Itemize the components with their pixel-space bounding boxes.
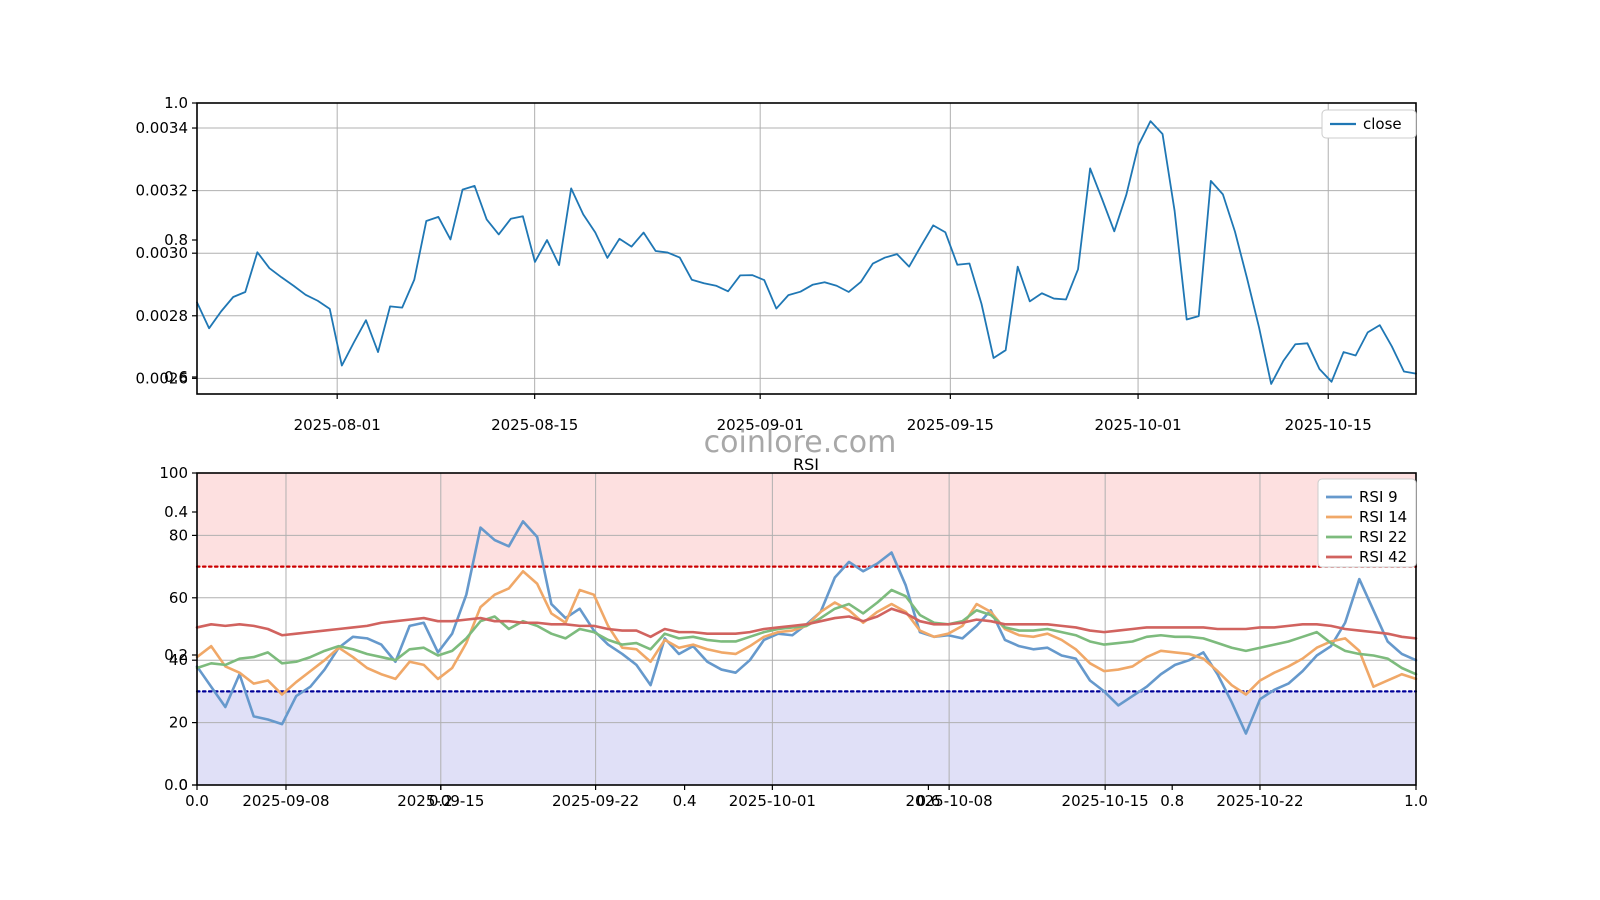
price-x-tick-label: 2025-09-01 — [717, 416, 804, 434]
rsi-x-axis-ticks: 2025-09-08 2025-09-15 2025-09-22 2025-10-01… — [242, 785, 1304, 810]
price-panel: 0.0026 0.0028 0.0030 0.0032 0.0034 0.6 0.8 1.0… — [136, 94, 1417, 434]
price-legend-label-close: close — [1363, 115, 1402, 133]
rsi-x-tick-label: 2025-09-08 — [242, 792, 329, 810]
price-legend-box — [1321, 109, 1417, 139]
watermark: coinlore.com — [704, 425, 897, 460]
rsi-line-rsi-42 — [195, 607, 1418, 640]
price-x-tick-label: 2025-08-01 — [294, 416, 381, 434]
price-legend[interactable]: close — [1321, 109, 1417, 139]
rsi-threshold-lines — [195, 565, 1418, 693]
rsi-x-tick-label-norm: 0.2 — [429, 792, 453, 810]
rsi-x-axis-ticks-normalized: 0.0 0.2 0.4 0.6 0.8 1.0 — [185, 785, 1428, 810]
rsi-legend-label-rsi-14: RSI 14 — [1359, 508, 1407, 526]
rsi-x-tick-label-norm: 1.0 — [1404, 792, 1428, 810]
price-plot-background — [197, 103, 1416, 394]
price-y-tick-label-norm: 0.6 — [164, 368, 188, 386]
price-x-tick-label: 2025-10-15 — [1285, 416, 1372, 434]
rsi-overbought-band — [197, 473, 1416, 567]
rsi-oversold-band — [197, 691, 1416, 785]
price-y-tick-label: 0.0026 — [136, 369, 189, 387]
rsi-y-tick-label: 40 — [169, 651, 188, 669]
rsi-y-tick-label: 60 — [169, 589, 188, 607]
rsi-y-axis-ticks-normalized: 0.0 0.2 0.4 — [164, 503, 197, 794]
rsi-x-tick-label-norm: 0.6 — [916, 792, 940, 810]
rsi-x-tick-label: 2025-09-22 — [552, 792, 639, 810]
rsi-legend-box — [1317, 478, 1417, 568]
rsi-legend[interactable]: RSI 9 RSI 14 RSI 22 RSI 42 — [1317, 478, 1417, 568]
rsi-x-tick-label: 2025-10-15 — [1062, 792, 1149, 810]
price-series-close — [196, 120, 1417, 385]
rsi-x-tick-label-norm: 0.4 — [673, 792, 697, 810]
rsi-x-tick-label: 2025-09-15 — [397, 792, 484, 810]
price-plot-border — [196, 102, 1417, 395]
price-gridlines — [197, 103, 1416, 394]
rsi-y-tick-label-norm: 0.4 — [164, 503, 188, 521]
price-x-axis-ticks: 2025-08-01 2025-08-15 2025-09-01 2025-09-15… — [294, 394, 1372, 434]
rsi-legend-label-rsi-9: RSI 9 — [1359, 488, 1398, 506]
price-x-tick-label: 2025-10-01 — [1094, 416, 1181, 434]
rsi-y-tick-label-norm: 0.0 — [164, 776, 188, 794]
rsi-x-tick-label: 2025-10-22 — [1216, 792, 1303, 810]
price-y-tick-label: 0.0030 — [136, 244, 189, 262]
rsi-line-rsi-22 — [195, 588, 1418, 676]
rsi-series-group — [195, 520, 1418, 735]
price-line-close — [196, 120, 1417, 385]
price-y-axis-ticks: 0.0026 0.0028 0.0030 0.0032 0.0034 — [136, 119, 197, 387]
price-y-tick-label: 0.0034 — [136, 119, 189, 137]
rsi-panel-title: RSI — [793, 455, 819, 474]
price-y-tick-label: 0.0028 — [136, 307, 189, 325]
price-y-axis-ticks-normalized: 0.6 0.8 1.0 — [164, 94, 197, 386]
rsi-y-tick-label: 80 — [169, 526, 188, 544]
rsi-x-tick-label: 2025-10-08 — [906, 792, 993, 810]
rsi-x-tick-label-norm: 0.8 — [1160, 792, 1184, 810]
rsi-y-tick-label: 20 — [169, 714, 188, 732]
rsi-legend-label-rsi-22: RSI 22 — [1359, 528, 1407, 546]
price-y-tick-label-norm: 0.8 — [164, 231, 188, 249]
price-y-tick-label-norm: 1.0 — [164, 94, 188, 112]
rsi-plot-border — [196, 472, 1417, 786]
price-y-tick-label: 0.0032 — [136, 182, 189, 200]
rsi-y-axis-ticks: 0 20 40 60 80 100 — [159, 464, 197, 794]
rsi-legend-items: RSI 9 RSI 14 RSI 22 RSI 42 — [1326, 488, 1407, 566]
rsi-threshold-bands — [197, 473, 1416, 785]
price-x-tick-label: 2025-09-15 — [907, 416, 994, 434]
rsi-x-tick-label-norm: 0.0 — [185, 792, 209, 810]
rsi-y-tick-label: 100 — [159, 464, 188, 482]
price-x-tick-label: 2025-08-15 — [491, 416, 578, 434]
rsi-legend-label-rsi-42: RSI 42 — [1359, 548, 1407, 566]
rsi-x-tick-label: 2025-10-01 — [729, 792, 816, 810]
rsi-y-tick-label: 0 — [178, 776, 188, 794]
rsi-y-tick-label-norm: 0.2 — [164, 646, 188, 664]
